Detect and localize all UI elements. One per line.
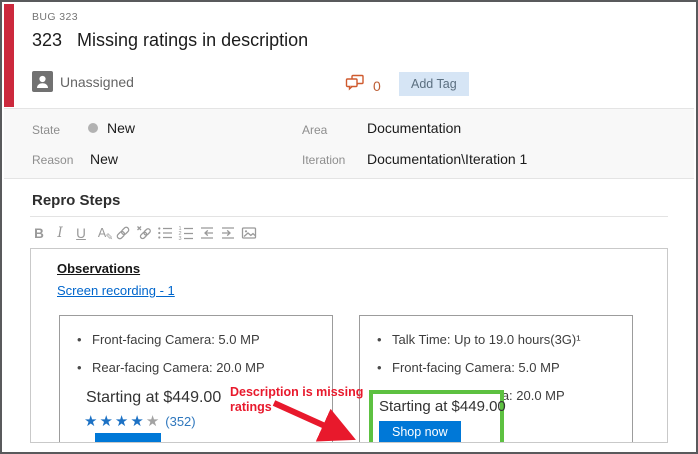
star-filled-icon: ★ [84,413,100,430]
state-value: New [107,120,136,136]
price-text: Starting at $449.00 [86,389,222,406]
price-text: Starting at $449.00 [379,398,506,415]
svg-text:2: 2 [179,231,182,237]
assignee-field[interactable]: Unassigned [32,71,134,92]
bug-type-color-bar [4,4,14,107]
state-dot-icon [88,123,98,133]
assignee-label: Unassigned [60,73,134,90]
repro-steps-editor[interactable]: Observations Screen recording - 1 Front-… [30,248,668,443]
spec-item: Rear-facing Camera: 20.0 MP [77,354,332,382]
clear-format-icon[interactable]: A ✎ [97,226,114,242]
annotation-text: Description is missing ratings [230,385,370,415]
work-item-kicker: BUG 323 [32,11,78,23]
fields-section: State New Reason New Area Documentation … [4,108,694,179]
indent-icon[interactable] [219,224,237,242]
star-rating: ★★★★★ (352) [84,412,332,431]
reason-field[interactable]: New [90,151,119,167]
underline-icon[interactable]: U [76,225,86,241]
rating-count: (352) [165,414,196,429]
work-item-title[interactable]: Missing ratings in description [77,30,309,50]
work-item-id: 323 [32,30,63,50]
outdent-icon[interactable] [198,224,216,242]
area-field[interactable]: Documentation [367,120,462,136]
embedded-screenshot-left-card: Front-facing Camera: 5.0 MPRear-facing C… [59,315,333,442]
spec-item: Front-facing Camera: 5.0 MP [377,354,632,382]
bold-icon[interactable]: B [34,225,44,241]
person-icon [32,71,53,92]
insert-image-icon[interactable] [240,224,258,242]
unlink-icon[interactable] [135,224,153,242]
stars-icons: ★★★★★ [84,412,161,431]
spec-list: Front-facing Camera: 5.0 MPRear-facing C… [60,326,332,382]
state-label: State [32,123,61,137]
star-empty-icon: ★ [145,413,162,430]
star-filled-icon: ★ [99,413,115,430]
annotation-line-2: ratings [230,400,272,414]
area-label: Area [302,123,328,137]
comment-count: 0 [373,77,381,94]
add-tag-button[interactable]: Add Tag [399,72,469,96]
screen-recording-link[interactable]: Screen recording - 1 [57,283,175,298]
repro-steps-heading: Repro Steps [32,192,121,209]
work-item-title-row: 323 Missing ratings in description [32,30,308,51]
annotation-highlight-box: Starting at $449.00 Shop now [369,390,506,442]
discussion-indicator[interactable]: 0 [345,74,381,97]
shop-now-button-cropped [95,433,161,442]
star-filled-icon: ★ [130,413,146,430]
editor-toolbar: B I U A ✎ 1 2 3 [30,223,258,243]
svg-text:1: 1 [179,226,182,232]
iteration-field[interactable]: Documentation\Iteration 1 [367,151,528,167]
spec-item: Talk Time: Up to 19.0 hours(3G)¹ [377,326,632,354]
shop-now-button: Shop now [379,421,461,442]
link-icon[interactable] [114,224,132,242]
reason-label: Reason [32,153,74,167]
embedded-screenshot-right-card: Talk Time: Up to 19.0 hours(3G)¹Front-fa… [359,315,633,442]
spec-item: Front-facing Camera: 5.0 MP [77,326,332,354]
section-divider [30,216,668,217]
italic-icon[interactable]: I [57,225,63,241]
svg-text:3: 3 [179,236,182,241]
star-filled-icon: ★ [114,413,131,430]
iteration-label: Iteration [302,153,346,167]
bullet-list-icon[interactable] [156,224,174,242]
state-field[interactable]: New [88,120,135,136]
comments-icon [345,74,365,97]
annotation-line-1: Description is missing [230,385,364,399]
observations-heading: Observations [57,261,141,276]
